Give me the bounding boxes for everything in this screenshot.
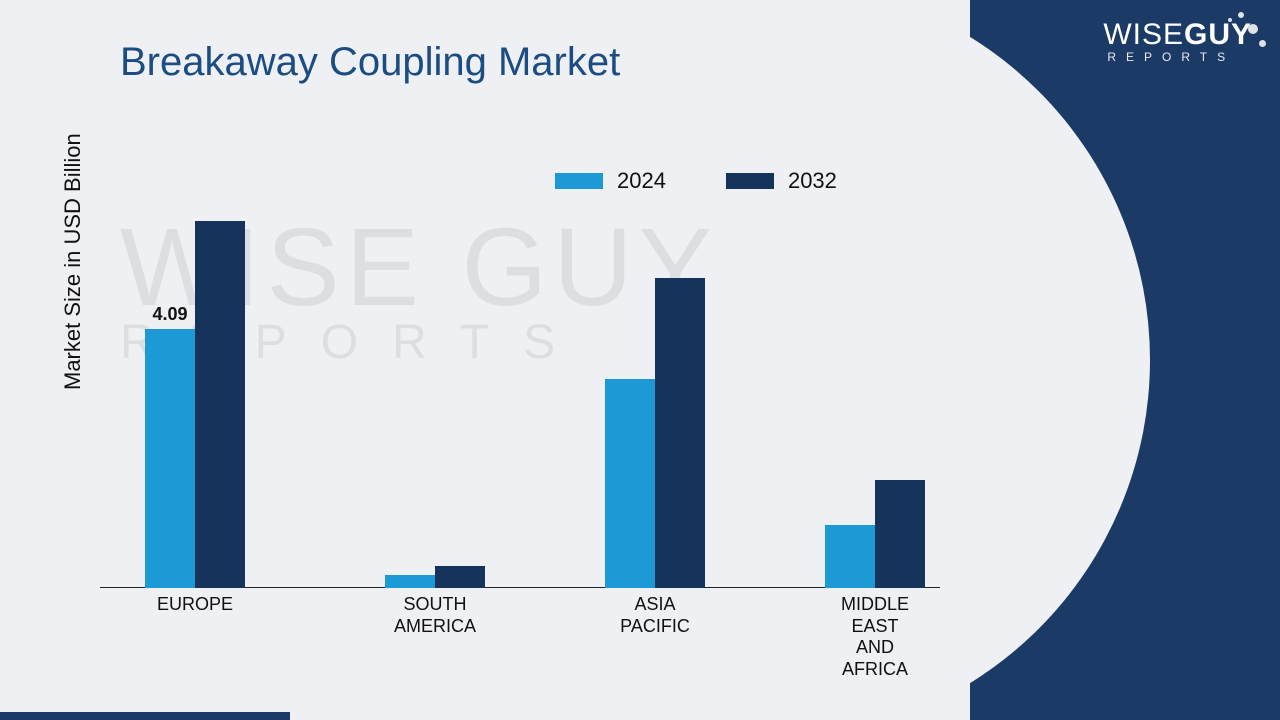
legend-label-2032: 2032 — [788, 168, 837, 194]
y-axis-label: Market Size in USD Billion — [60, 133, 86, 390]
bar-2024 — [825, 525, 875, 588]
bar-group: ASIAPACIFIC — [580, 278, 730, 588]
bar-2024 — [145, 329, 195, 588]
bar-value-label: 4.09 — [152, 304, 187, 325]
bar-2032 — [875, 480, 925, 588]
bar-2032 — [655, 278, 705, 588]
logo-dot-icon — [1248, 24, 1258, 34]
brand-name-sub: REPORTS — [1103, 50, 1252, 64]
legend-swatch-2032 — [726, 173, 774, 189]
logo-dot-icon — [1228, 18, 1232, 22]
chart-legend: 2024 2032 — [555, 168, 837, 194]
category-label: MIDDLEEASTANDAFRICA — [805, 588, 945, 680]
bar-2032 — [195, 221, 245, 588]
category-label: EUROPE — [125, 588, 265, 616]
logo-dot-icon — [1259, 40, 1266, 47]
chart-title: Breakaway Coupling Market — [120, 40, 620, 85]
chart-plot-area: 4.09EUROPESOUTHAMERICAASIAPACIFICMIDDLEE… — [100, 208, 940, 588]
brand-logo: WISEGUY REPORTS — [1103, 18, 1252, 64]
bar-group: 4.09EUROPE — [120, 221, 270, 588]
bar-group: SOUTHAMERICA — [360, 566, 510, 588]
category-label: SOUTHAMERICA — [365, 588, 505, 637]
brand-name-bold: GUY — [1184, 18, 1252, 51]
chart-canvas: WISEGUY REPORTS WISE GUY REPORTS Breakaw… — [0, 0, 1280, 720]
legend-label-2024: 2024 — [617, 168, 666, 194]
brand-name-main: WISE — [1103, 18, 1184, 51]
legend-swatch-2024 — [555, 173, 603, 189]
legend-item-2024: 2024 — [555, 168, 666, 194]
logo-dot-icon — [1238, 12, 1244, 18]
brand-logo-line1: WISEGUY — [1103, 18, 1252, 52]
bar-group: MIDDLEEASTANDAFRICA — [800, 480, 950, 588]
bar-2024 — [605, 379, 655, 588]
bar-2024 — [385, 575, 435, 588]
footer-accent-bar — [0, 712, 290, 720]
legend-item-2032: 2032 — [726, 168, 837, 194]
category-label: ASIAPACIFIC — [585, 588, 725, 637]
bar-2032 — [435, 566, 485, 588]
